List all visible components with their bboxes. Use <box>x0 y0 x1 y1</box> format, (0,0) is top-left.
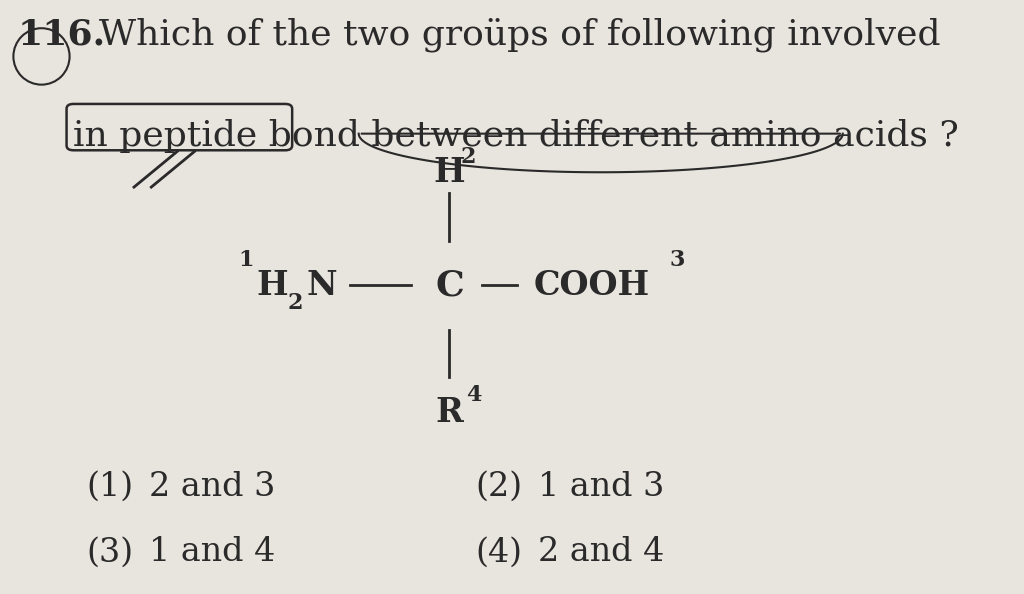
Text: 4: 4 <box>466 384 481 406</box>
Text: 2 and 4: 2 and 4 <box>538 536 664 568</box>
Text: 1: 1 <box>239 249 254 271</box>
Text: 2: 2 <box>288 292 303 314</box>
Text: 116.: 116. <box>17 18 105 52</box>
Text: H: H <box>256 268 288 302</box>
Text: 3: 3 <box>669 249 684 271</box>
Text: H: H <box>434 156 465 189</box>
Text: (3): (3) <box>86 536 133 568</box>
Text: R: R <box>435 396 464 429</box>
Text: 2 and 3: 2 and 3 <box>148 471 275 503</box>
Text: 1 and 3: 1 and 3 <box>538 471 664 503</box>
Text: (1): (1) <box>86 471 133 503</box>
Text: C: C <box>435 268 464 302</box>
Text: N: N <box>306 268 337 302</box>
Text: (2): (2) <box>475 471 522 503</box>
Text: (4): (4) <box>475 536 522 568</box>
Text: 2: 2 <box>461 146 476 169</box>
Text: Which of the two groüps of following involved: Which of the two groüps of following inv… <box>99 18 941 52</box>
Text: 1 and 4: 1 and 4 <box>148 536 274 568</box>
Text: in peptide bond between different amino acids ?: in peptide bond between different amino … <box>74 119 959 153</box>
Text: COOH: COOH <box>535 268 650 302</box>
